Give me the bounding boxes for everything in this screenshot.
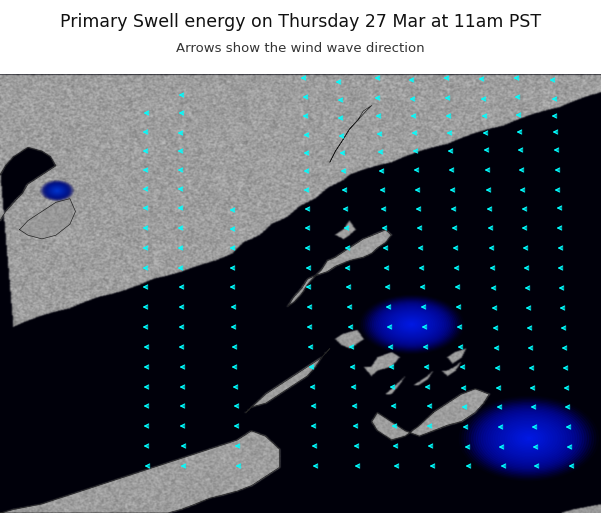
Ellipse shape xyxy=(54,189,60,192)
Ellipse shape xyxy=(374,303,450,346)
Ellipse shape xyxy=(43,182,71,199)
Ellipse shape xyxy=(409,323,415,326)
Ellipse shape xyxy=(505,424,552,452)
Ellipse shape xyxy=(503,423,555,454)
Ellipse shape xyxy=(55,189,59,192)
Ellipse shape xyxy=(493,417,564,460)
Ellipse shape xyxy=(44,183,70,198)
Ellipse shape xyxy=(46,184,68,197)
Ellipse shape xyxy=(42,182,72,200)
Ellipse shape xyxy=(383,308,440,341)
Ellipse shape xyxy=(489,414,569,463)
Ellipse shape xyxy=(525,436,532,441)
Ellipse shape xyxy=(515,430,543,447)
Ellipse shape xyxy=(517,431,540,445)
Ellipse shape xyxy=(471,403,587,473)
Ellipse shape xyxy=(508,426,550,451)
Ellipse shape xyxy=(40,181,74,201)
Ellipse shape xyxy=(50,187,64,194)
Ellipse shape xyxy=(401,319,422,330)
Ellipse shape xyxy=(476,406,582,470)
Ellipse shape xyxy=(474,405,584,472)
Ellipse shape xyxy=(382,307,442,342)
Ellipse shape xyxy=(387,310,436,339)
Ellipse shape xyxy=(41,181,73,201)
Ellipse shape xyxy=(52,187,63,194)
Ellipse shape xyxy=(47,185,67,197)
Ellipse shape xyxy=(462,398,596,479)
Ellipse shape xyxy=(53,189,61,193)
Ellipse shape xyxy=(522,435,535,442)
Ellipse shape xyxy=(392,313,431,336)
Ellipse shape xyxy=(405,321,418,328)
Ellipse shape xyxy=(376,304,448,345)
Ellipse shape xyxy=(403,320,420,329)
Ellipse shape xyxy=(56,190,58,191)
Ellipse shape xyxy=(389,311,435,338)
Ellipse shape xyxy=(398,317,426,332)
Ellipse shape xyxy=(520,433,538,444)
Ellipse shape xyxy=(41,181,73,200)
Ellipse shape xyxy=(486,412,572,464)
Ellipse shape xyxy=(45,183,69,198)
Ellipse shape xyxy=(363,297,460,352)
Ellipse shape xyxy=(368,300,455,349)
Ellipse shape xyxy=(400,318,424,331)
Ellipse shape xyxy=(510,427,548,450)
Ellipse shape xyxy=(385,309,438,340)
Ellipse shape xyxy=(53,188,61,193)
Ellipse shape xyxy=(391,312,433,337)
Ellipse shape xyxy=(47,185,67,196)
Ellipse shape xyxy=(469,402,589,475)
Ellipse shape xyxy=(379,306,444,343)
Ellipse shape xyxy=(361,296,462,353)
Ellipse shape xyxy=(372,302,451,347)
Ellipse shape xyxy=(481,409,576,467)
Ellipse shape xyxy=(49,186,66,195)
Ellipse shape xyxy=(55,190,59,191)
Ellipse shape xyxy=(51,187,63,194)
Ellipse shape xyxy=(52,188,62,193)
Ellipse shape xyxy=(46,184,69,198)
Text: Primary Swell energy on Thursday 27 Mar at 11am PST: Primary Swell energy on Thursday 27 Mar … xyxy=(60,13,541,31)
Ellipse shape xyxy=(464,399,594,478)
Ellipse shape xyxy=(49,186,65,195)
Ellipse shape xyxy=(410,324,413,325)
Ellipse shape xyxy=(513,429,545,448)
Ellipse shape xyxy=(43,182,72,200)
Text: Arrows show the wind wave direction: Arrows show the wind wave direction xyxy=(176,42,425,55)
Ellipse shape xyxy=(394,314,429,334)
Ellipse shape xyxy=(466,401,591,477)
Ellipse shape xyxy=(367,299,457,350)
Ellipse shape xyxy=(484,411,574,466)
Ellipse shape xyxy=(48,185,66,196)
Ellipse shape xyxy=(491,416,567,462)
Ellipse shape xyxy=(44,183,70,199)
Ellipse shape xyxy=(407,322,416,327)
Ellipse shape xyxy=(396,315,427,333)
Ellipse shape xyxy=(365,298,459,351)
Ellipse shape xyxy=(478,408,579,469)
Ellipse shape xyxy=(496,418,562,459)
Ellipse shape xyxy=(370,301,453,348)
Ellipse shape xyxy=(528,438,530,439)
Ellipse shape xyxy=(501,421,557,456)
Ellipse shape xyxy=(498,420,560,457)
Ellipse shape xyxy=(50,186,64,195)
Ellipse shape xyxy=(377,305,446,344)
